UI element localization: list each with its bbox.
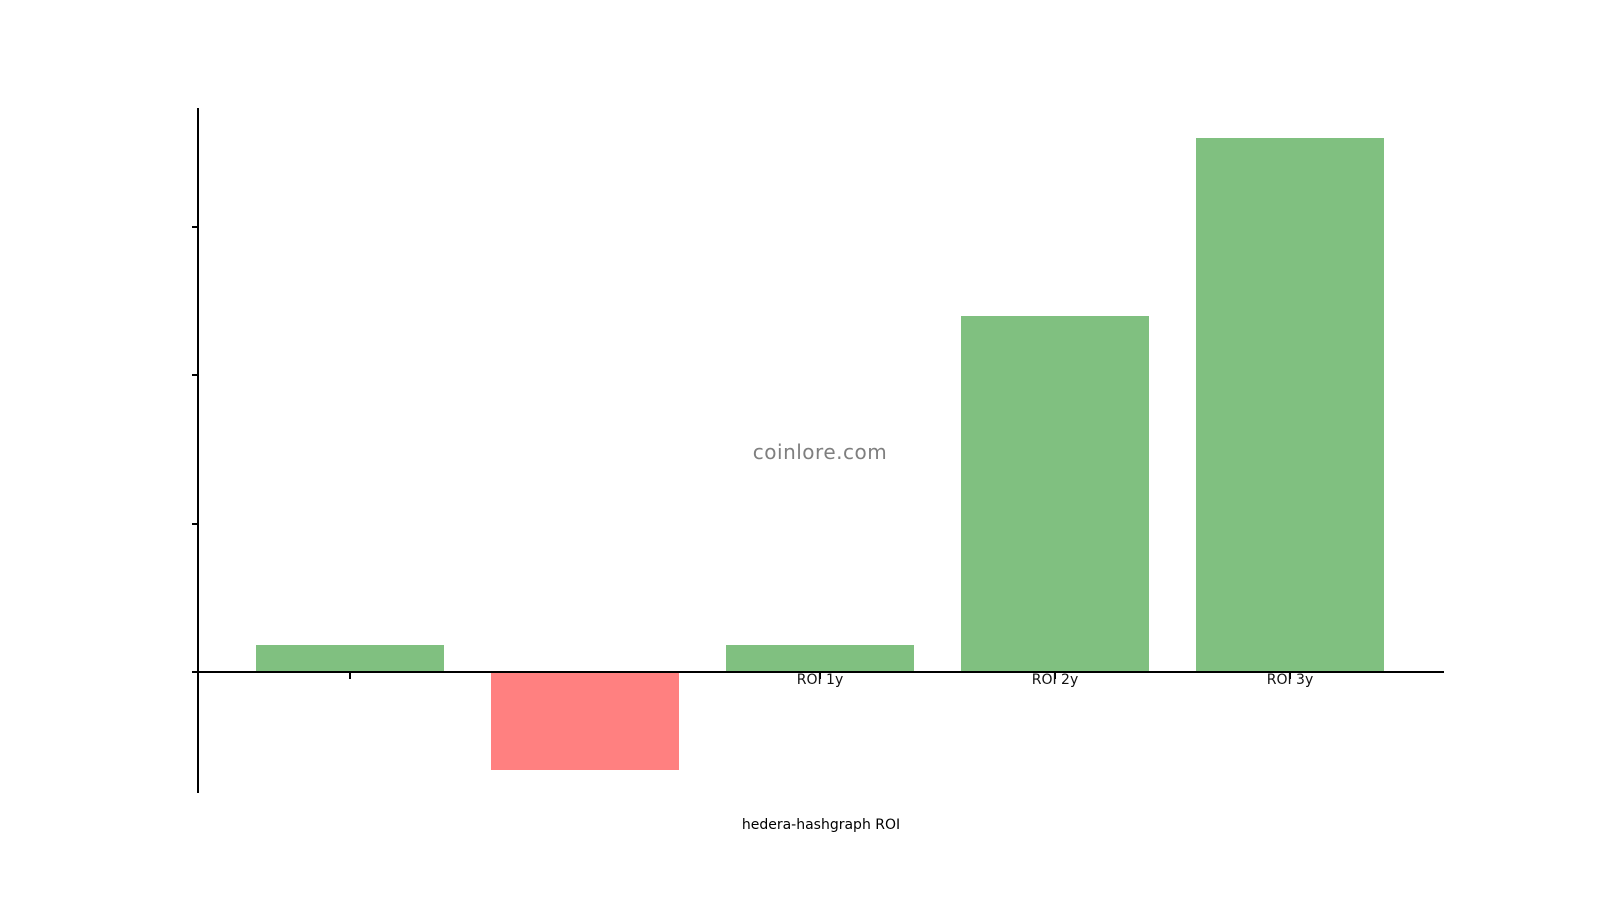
y-tick xyxy=(192,225,198,228)
y-axis-spine xyxy=(197,108,199,793)
x-tick-label: ROI 1y xyxy=(796,672,844,688)
x-axis-line xyxy=(197,671,1444,673)
bar-roi-1y xyxy=(726,645,914,672)
x-tick xyxy=(349,672,351,679)
y-tick xyxy=(192,522,198,525)
x-axis-title: hedera-hashgraph ROI xyxy=(741,817,901,833)
watermark: coinlore.com xyxy=(752,440,888,464)
x-tick-label: ROI 2y xyxy=(1031,672,1079,688)
bar-category-0 xyxy=(256,645,444,672)
y-tick xyxy=(192,671,198,673)
x-tick-label: ROI 3y xyxy=(1266,672,1314,688)
x-tick xyxy=(819,672,821,679)
y-tick xyxy=(192,374,198,377)
bar-category-1 xyxy=(491,672,679,770)
x-tick xyxy=(1054,672,1056,679)
bar-roi-3y xyxy=(1196,137,1384,672)
x-tick xyxy=(1289,672,1291,679)
bar-roi-2y xyxy=(961,315,1149,672)
